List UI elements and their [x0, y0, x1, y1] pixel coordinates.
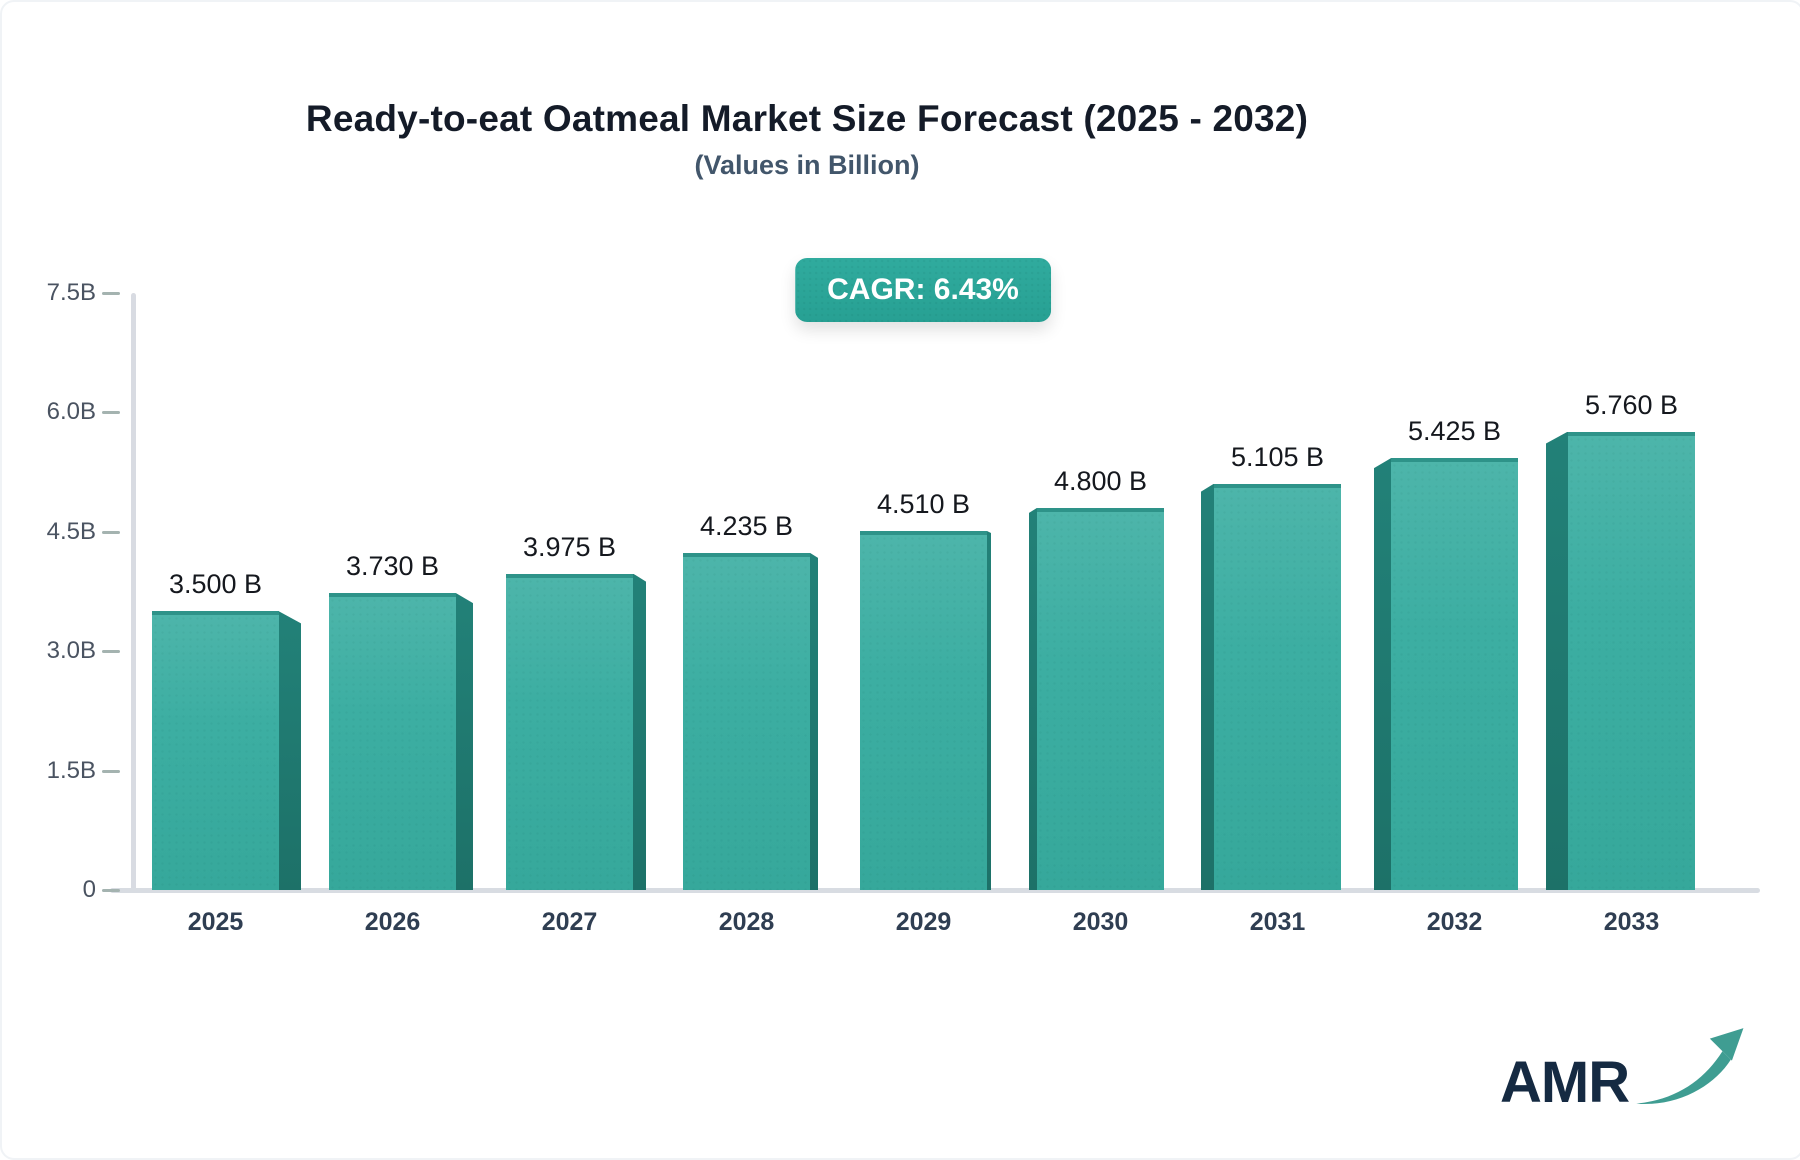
bar-2031: [1214, 483, 1341, 890]
x-tick-2033: 2033: [1603, 908, 1660, 936]
bar-value-2030: 4.800 B: [1053, 465, 1148, 496]
x-tick-2029: 2029: [895, 908, 952, 936]
bar-2033: [1568, 431, 1695, 890]
bar-value-2026: 3.730 B: [345, 551, 440, 582]
bar-value-2027: 3.975 B: [522, 531, 617, 562]
bar-value-2029: 4.510 B: [876, 489, 971, 519]
y-tick-dash-6.0B: [102, 411, 120, 415]
x-tick-2026: 2026: [364, 908, 421, 936]
bar-side-2033: [1546, 431, 1568, 890]
bar-side-2025: [279, 611, 301, 890]
bar-side-2029: [987, 531, 991, 890]
chart-title: Ready-to-eat Oatmeal Market Size Forecas…: [305, 98, 1309, 139]
amr-logo: AMR: [1500, 1028, 1750, 1124]
x-tick-2027: 2027: [541, 908, 598, 936]
bar-2029: [860, 531, 987, 890]
bar-2026: [329, 593, 456, 890]
y-tick-label-6.0B: 6.0B: [46, 398, 96, 426]
amr-logo-text: AMR: [1500, 1050, 1630, 1115]
y-tick-dash-7.5B: [102, 292, 120, 295]
y-tick-label-4.5B: 4.5B: [46, 517, 96, 545]
bar-value-2028: 4.235 B: [699, 510, 794, 541]
bar-value-2033: 5.760 B: [1584, 389, 1679, 420]
chart-subtitle: (Values in Billion): [694, 150, 920, 180]
x-tick-2025: 2025: [187, 908, 244, 936]
bar-2027: [506, 573, 633, 890]
bar-side-2028: [810, 552, 818, 890]
bar-value-2031: 5.105 B: [1230, 441, 1325, 472]
bar-side-2032: [1374, 458, 1391, 890]
bar-2028: [683, 552, 810, 890]
y-axis-line: [131, 293, 136, 890]
y-tick-label-1.5B: 1.5B: [46, 756, 96, 784]
x-tick-2028: 2028: [718, 908, 775, 936]
bar-2032: [1391, 458, 1518, 890]
bar-value-2025: 3.500 B: [168, 569, 263, 600]
x-tick-2032: 2032: [1426, 908, 1483, 936]
x-tick-2030: 2030: [1072, 908, 1129, 936]
x-axis-baseline: [110, 888, 1760, 893]
y-tick-dash-1.5B: [102, 769, 120, 773]
bar-value-2032: 5.425 B: [1407, 416, 1502, 447]
bar-2025: [152, 611, 279, 890]
y-tick-dash-3.0B: [102, 650, 120, 654]
growth-arrow-icon: [1636, 1028, 1744, 1105]
bar-2030: [1037, 507, 1164, 890]
y-tick-label-0: 0: [82, 876, 96, 903]
bar-side-2030: [1029, 507, 1037, 890]
cagr-badge: CAGR: 6.43%: [795, 258, 1051, 322]
y-tick-label-7.5B: 7.5B: [46, 279, 96, 306]
bar-side-2026: [456, 593, 473, 890]
x-tick-2031: 2031: [1249, 908, 1306, 936]
y-tick-dash-0: [102, 889, 120, 892]
bar-side-2027: [633, 573, 646, 890]
y-tick-label-3.0B: 3.0B: [46, 637, 96, 665]
bar-side-2031: [1201, 483, 1214, 890]
y-tick-dash-4.5B: [102, 530, 120, 534]
